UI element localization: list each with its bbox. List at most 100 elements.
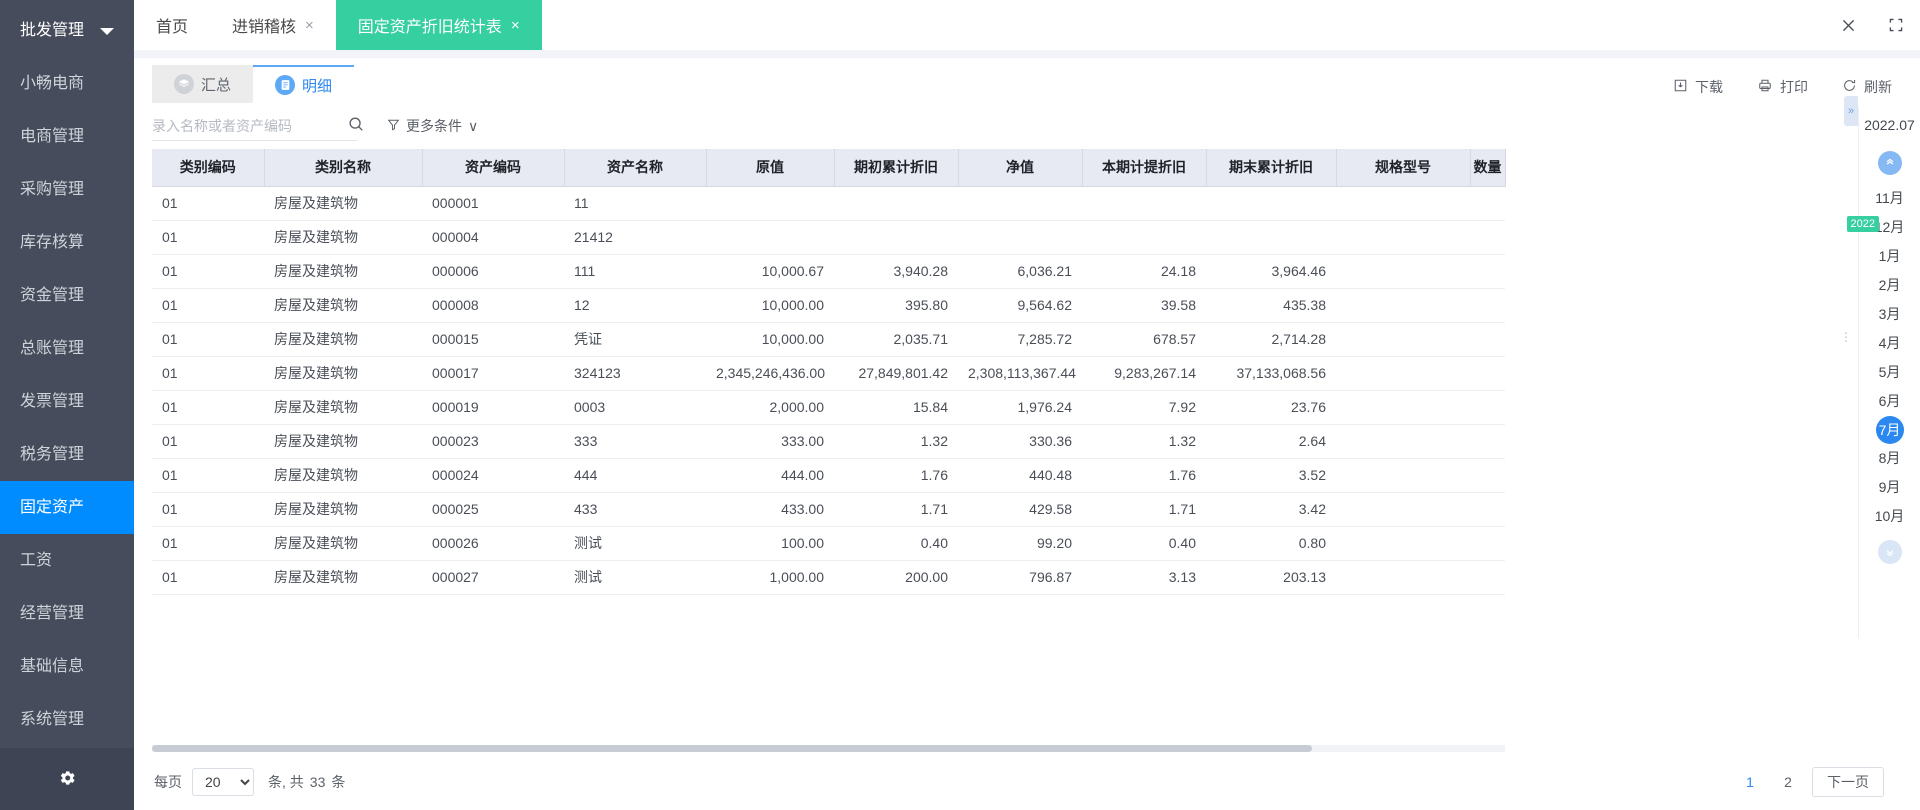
cell-quantity <box>1470 492 1505 527</box>
fullscreen-icon[interactable] <box>1872 0 1920 50</box>
table-header-row: 类别编码 类别名称 资产编码 资产名称 原值 期初累计折旧 净值 本期计提折旧 … <box>152 149 1506 187</box>
close-icon[interactable] <box>1824 0 1872 50</box>
col-category-code[interactable]: 类别编码 <box>152 149 265 187</box>
col-net-value[interactable]: 净值 <box>958 149 1083 187</box>
table-row[interactable]: 01 房屋及建筑物 000019 0003 2,000.00 15.84 1,9… <box>152 390 1505 425</box>
chevron-down-icon[interactable] <box>1877 540 1902 564</box>
next-page-button[interactable]: 下一页 <box>1812 767 1884 797</box>
download-icon <box>1673 78 1688 96</box>
sidebar-item-tax[interactable]: 税务管理 <box>0 428 134 481</box>
gear-icon[interactable] <box>57 768 77 791</box>
table-row[interactable]: 01 房屋及建筑物 000015 凭证 10,000.00 2,035.71 7… <box>152 322 1505 357</box>
sidebar-item-system[interactable]: 系统管理 <box>0 693 134 746</box>
cell-category-code: 01 <box>152 356 264 391</box>
tab-label: 固定资产折旧统计表 <box>357 19 502 36</box>
col-original-value[interactable]: 原值 <box>706 149 835 187</box>
cell-asset-code: 000015 <box>422 322 564 357</box>
selected-period-display[interactable]: 2022.07 <box>1864 117 1915 133</box>
sidebar-item-funds[interactable]: 资金管理 <box>0 269 134 322</box>
per-page-select[interactable]: 20 10 50 100 <box>192 768 254 796</box>
cell-original-value <box>706 186 834 221</box>
month-item-5[interactable]: 5月 <box>1878 364 1901 380</box>
cell-category-name: 房屋及建筑物 <box>264 254 422 289</box>
refresh-button[interactable]: 刷新 <box>1842 77 1892 97</box>
sidebar-item-ecommerce[interactable]: 电商管理 <box>0 110 134 163</box>
col-closing-accum-depreciation[interactable]: 期末累计折旧 <box>1206 149 1337 187</box>
horizontal-scrollbar[interactable] <box>152 745 1505 752</box>
more-conditions-button[interactable]: 更多条件 ∨ <box>387 116 478 136</box>
cell-asset-name: 12 <box>564 288 706 323</box>
tab-label: 首页 <box>156 19 189 36</box>
cell-quantity <box>1470 322 1505 357</box>
subtab-detail[interactable]: 明细 <box>253 65 355 103</box>
sidebar-item-salary[interactable]: 工资 <box>0 534 134 587</box>
tab-close-icon[interactable]: × <box>510 16 520 34</box>
cell-specification <box>1336 424 1470 459</box>
month-item-3[interactable]: 3月 <box>1878 306 1901 322</box>
cell-net-value: 99.20 <box>958 526 1082 561</box>
table-row[interactable]: 01 房屋及建筑物 000027 测试 1,000.00 200.00 796.… <box>152 560 1505 595</box>
panel-collapse-handle[interactable]: » <box>1844 96 1858 126</box>
table-row[interactable]: 01 房屋及建筑物 000025 433 433.00 1.71 429.58 … <box>152 492 1505 527</box>
table-row[interactable]: 01 房屋及建筑物 000017 324123 2,345,246,436.00… <box>152 356 1505 391</box>
month-item-4[interactable]: 4月 <box>1878 335 1901 351</box>
col-asset-code[interactable]: 资产编码 <box>422 149 565 187</box>
sidebar-item-fixed-assets[interactable]: 固定资产 <box>0 481 134 534</box>
sidebar-item-wholesale[interactable]: 批发管理 <box>0 4 134 57</box>
sidebar-item-ledger[interactable]: 总账管理 <box>0 322 134 375</box>
search-icon[interactable] <box>347 115 365 136</box>
sidebar-item-basic-info[interactable]: 基础信息 <box>0 640 134 693</box>
col-asset-name[interactable]: 资产名称 <box>564 149 707 187</box>
tab-close-icon[interactable]: × <box>305 16 314 34</box>
table-row[interactable]: 01 房屋及建筑物 000008 12 10,000.00 395.80 9,5… <box>152 288 1505 323</box>
month-item-6[interactable]: 6月 <box>1878 393 1901 409</box>
subtab-summary[interactable]: 汇总 <box>152 65 254 103</box>
month-item-9[interactable]: 9月 <box>1878 479 1901 495</box>
table-row[interactable]: 01 房屋及建筑物 000026 测试 100.00 0.40 99.20 0.… <box>152 526 1505 561</box>
print-button[interactable]: 打印 <box>1757 77 1808 97</box>
cell-opening-accum: 1.71 <box>834 492 958 527</box>
pagination-bar: 每页 20 10 50 100 条, 共 33 条 1 2 下一页 <box>134 754 1920 810</box>
col-quantity[interactable]: 数量 <box>1470 149 1506 187</box>
data-table-wrapper[interactable]: 类别编码 类别名称 资产编码 资产名称 原值 期初累计折旧 净值 本期计提折旧 … <box>134 149 1920 754</box>
sidebar-item-inventory[interactable]: 库存核算 <box>0 216 134 269</box>
col-opening-accum-depreciation[interactable]: 期初累计折旧 <box>834 149 959 187</box>
refresh-label: 刷新 <box>1864 79 1892 95</box>
vertical-scroll-handle[interactable]: ⋮ <box>1840 330 1852 344</box>
col-category-name[interactable]: 类别名称 <box>264 149 423 187</box>
sidebar-item-operations[interactable]: 经营管理 <box>0 587 134 640</box>
sidebar-item-invoice[interactable]: 发票管理 <box>0 375 134 428</box>
table-row[interactable]: 01 房屋及建筑物 000006 111 10,000.67 3,940.28 … <box>152 254 1505 289</box>
sidebar-item-label: 小畅电商 <box>20 75 85 92</box>
month-item-10[interactable]: 10月 <box>1874 508 1905 524</box>
tab-sales-audit[interactable]: 进销稽核 × <box>210 0 336 50</box>
table-row[interactable]: 01 房屋及建筑物 000024 444 444.00 1.76 440.48 … <box>152 458 1505 493</box>
page-2-button[interactable]: 2 <box>1784 774 1792 790</box>
page-1-button[interactable]: 1 <box>1746 774 1754 790</box>
col-current-depreciation[interactable]: 本期计提折旧 <box>1082 149 1207 187</box>
scrollbar-thumb[interactable] <box>152 745 1312 752</box>
cell-asset-name: 433 <box>564 492 706 527</box>
month-item-12[interactable]: 2022 12月 <box>1846 213 1907 242</box>
per-page-label: 每页 <box>154 774 182 790</box>
table-row[interactable]: 01 房屋及建筑物 000023 333 333.00 1.32 330.36 … <box>152 424 1505 459</box>
month-item-7[interactable]: 7月 <box>1875 416 1904 444</box>
chevron-up-icon[interactable] <box>1877 151 1902 175</box>
tab-home[interactable]: 首页 <box>134 0 210 50</box>
table-row[interactable]: 01 房屋及建筑物 000001 11 <box>152 186 1505 221</box>
tab-fixed-asset-depreciation-report[interactable]: 固定资产折旧统计表 × <box>335 0 542 50</box>
search-box <box>152 111 363 141</box>
sidebar-item-purchasing[interactable]: 采购管理 <box>0 163 134 216</box>
month-item-2[interactable]: 2月 <box>1878 277 1901 293</box>
download-button[interactable]: 下载 <box>1673 77 1723 97</box>
month-item-8[interactable]: 8月 <box>1878 450 1901 466</box>
search-input[interactable] <box>152 117 332 134</box>
table-row[interactable]: 01 房屋及建筑物 000004 21412 <box>152 220 1505 255</box>
month-item-11[interactable]: 11月 <box>1875 190 1904 206</box>
col-specification[interactable]: 规格型号 <box>1336 149 1471 187</box>
cell-specification <box>1336 288 1470 323</box>
month-item-1[interactable]: 1月 <box>1878 248 1901 264</box>
sidebar-item-label: 采购管理 <box>20 181 85 198</box>
cell-asset-name: 11 <box>564 186 706 221</box>
sidebar-item-xiaochang-ecom[interactable]: 小畅电商 <box>0 57 134 110</box>
